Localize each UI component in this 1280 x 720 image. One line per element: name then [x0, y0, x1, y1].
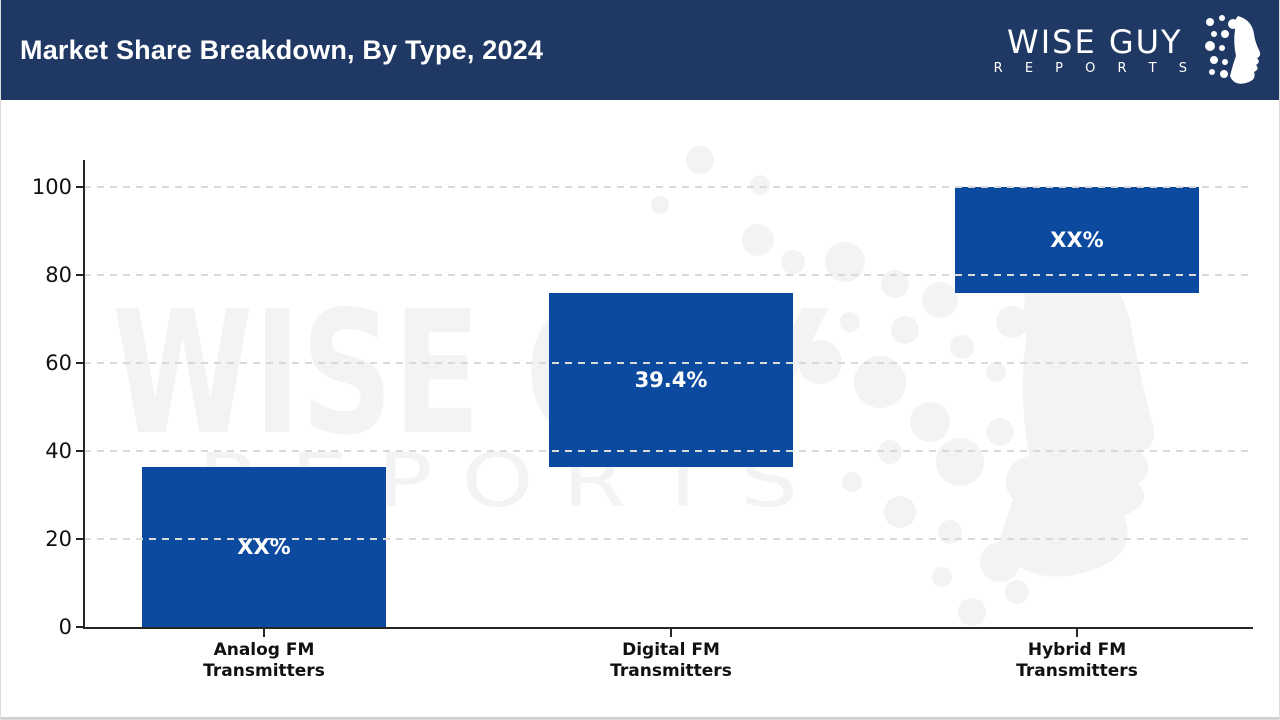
y-tick — [76, 362, 84, 364]
y-tick — [76, 186, 84, 188]
y-axis-line — [83, 160, 85, 629]
grid-line — [84, 450, 1253, 452]
bar-value-label: 39.4% — [634, 368, 708, 393]
y-tick — [76, 538, 84, 540]
category-label: Digital FM Transmitters — [610, 640, 732, 681]
bottom-divider — [0, 717, 1280, 719]
grid-line — [84, 186, 1253, 188]
bar-value-label: XX% — [237, 534, 291, 559]
x-tick — [263, 629, 265, 637]
y-tick — [76, 450, 84, 452]
bar — [142, 466, 386, 627]
x-axis-line — [84, 627, 1253, 629]
y-tick-label: 80 — [45, 263, 72, 287]
y-tick — [76, 626, 84, 628]
y-tick-label: 20 — [45, 527, 72, 551]
y-tick-label: 60 — [45, 351, 72, 375]
y-tick — [76, 274, 84, 276]
y-tick-label: 0 — [58, 615, 72, 639]
bar-value-label: XX% — [1050, 228, 1104, 253]
bar — [549, 293, 793, 467]
x-tick — [1076, 629, 1078, 637]
category-label: Hybrid FM Transmitters — [1016, 640, 1138, 681]
logo-text: WISE GUY R E P O R T S — [994, 25, 1196, 76]
grid-line — [84, 538, 1253, 540]
y-tick-label: 40 — [45, 439, 72, 463]
category-label: Analog FM Transmitters — [203, 640, 325, 681]
page-title: Market Share Breakdown, By Type, 2024 — [20, 34, 544, 65]
wise-guy-logo: WISE GUY R E P O R T S — [994, 8, 1264, 92]
dotted-face-profile-icon — [1205, 15, 1261, 84]
y-tick-label: 100 — [31, 175, 72, 199]
header: Market Share Breakdown, By Type, 2024 WI… — [0, 0, 1280, 100]
x-tick — [670, 629, 672, 637]
logo-subtitle: R E P O R T S — [993, 60, 1196, 76]
grid-line — [84, 274, 1253, 276]
logo-wordmark: WISE GUY — [1007, 22, 1183, 61]
grid-line — [84, 362, 1253, 364]
